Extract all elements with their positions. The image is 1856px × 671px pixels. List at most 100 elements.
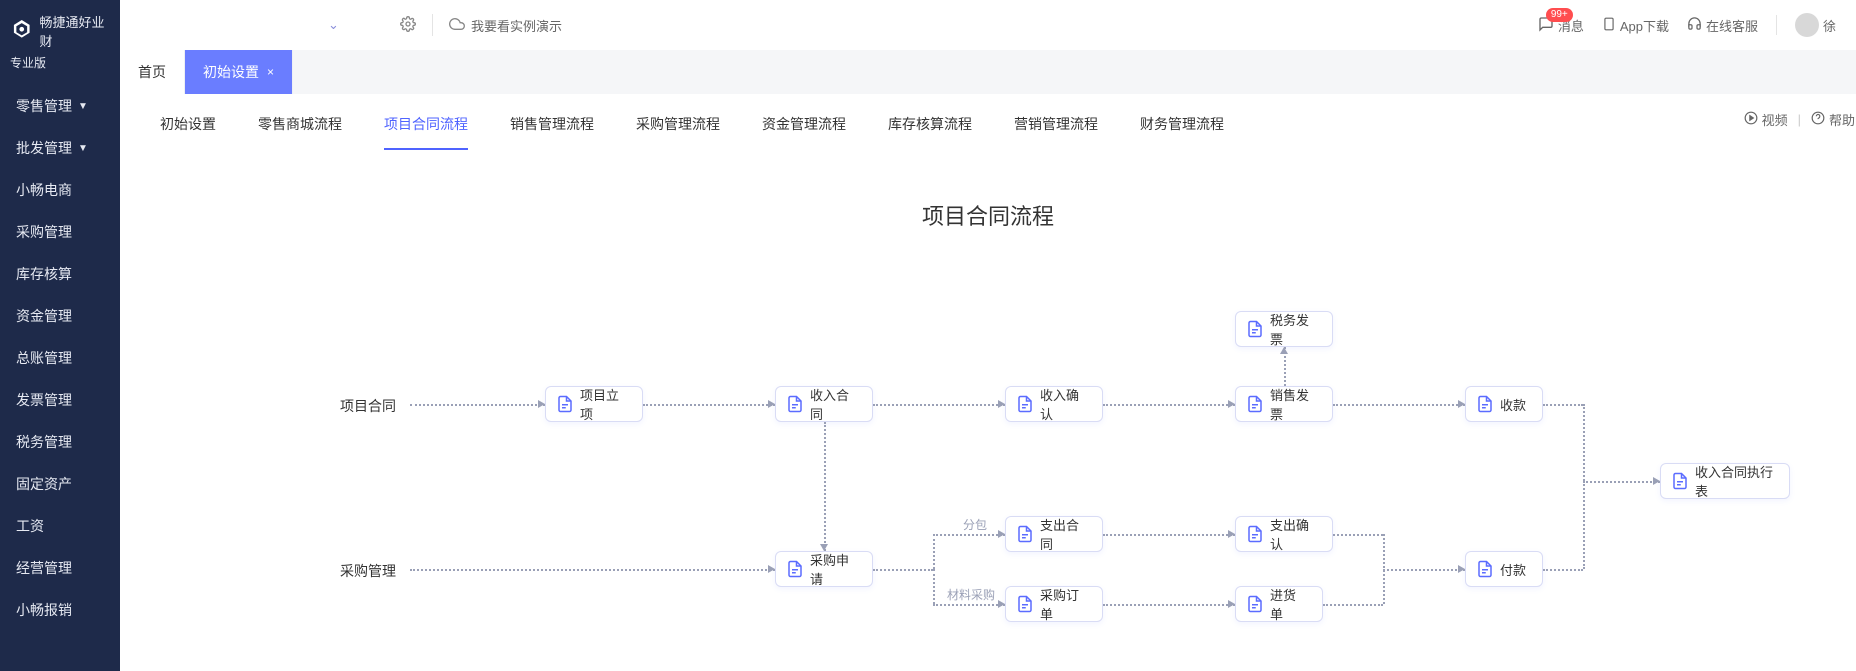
flow-edge [1583, 404, 1585, 481]
arrow-icon [1228, 400, 1235, 408]
flow-node-srht[interactable]: 收入合同 [775, 386, 873, 422]
video-label: 视频 [1762, 110, 1788, 129]
phone-icon [1602, 17, 1616, 34]
org-selector[interactable]: ⌄ [140, 17, 400, 33]
flow-node-sk[interactable]: 收款 [1465, 386, 1543, 422]
sub-tab-purchase[interactable]: 采购管理流程 [636, 114, 720, 150]
arrow-icon [768, 400, 775, 408]
sidebar-item-fund[interactable]: 资金管理 [0, 295, 120, 337]
page-tab-initial-settings[interactable]: 初始设置 × [185, 50, 293, 94]
document-icon [1016, 525, 1034, 543]
user-name: 徐 [1823, 16, 1836, 35]
video-help[interactable]: 视频 [1744, 110, 1788, 129]
flow-node-cgdd[interactable]: 采购订单 [1005, 586, 1103, 622]
help-label: 帮助 [1829, 110, 1855, 129]
sidebar-item-business[interactable]: 经营管理 [0, 547, 120, 589]
sidebar-item-expense[interactable]: 小畅报销 [0, 589, 120, 631]
arrow-icon [1228, 530, 1235, 538]
headset-icon [1687, 16, 1702, 34]
avatar [1795, 13, 1819, 37]
sub-tab-project-contract[interactable]: 项目合同流程 [384, 114, 468, 150]
flow-edge [1583, 481, 1585, 569]
sidebar-item-inventory[interactable]: 库存核算 [0, 253, 120, 295]
sub-tab-sales[interactable]: 销售管理流程 [510, 114, 594, 150]
flow-edge [933, 569, 935, 604]
flow-edge [933, 604, 1005, 606]
flow-edge [643, 404, 775, 406]
flow-node-label: 收入合同执行表 [1695, 462, 1775, 500]
sub-tab-fund[interactable]: 资金管理流程 [762, 114, 846, 150]
flow-node-cgsq[interactable]: 采购申请 [775, 551, 873, 587]
flow-edge [1383, 569, 1465, 571]
sidebar-item-ledger[interactable]: 总账管理 [0, 337, 120, 379]
chevron-down-icon: ⌄ [328, 17, 339, 33]
brand-logo-icon [10, 18, 34, 44]
sub-tab-marketing[interactable]: 营销管理流程 [1014, 114, 1098, 150]
flow-node-label: 进货单 [1270, 585, 1308, 623]
flow-node-srqr[interactable]: 收入确认 [1005, 386, 1103, 422]
user-menu[interactable]: 徐 [1795, 13, 1836, 37]
flow-node-jhd[interactable]: 进货单 [1235, 586, 1323, 622]
flow-edge-label: 分包 [963, 516, 987, 533]
support[interactable]: 在线客服 [1687, 16, 1758, 35]
flow-edge [1323, 604, 1383, 606]
arrow-icon [1458, 400, 1465, 408]
sidebar-item-label: 总账管理 [16, 348, 72, 368]
sidebar-item-invoice[interactable]: 发票管理 [0, 379, 120, 421]
sidebar-item-label: 工资 [16, 516, 44, 536]
divider [432, 14, 433, 36]
flow-edge [933, 534, 1005, 536]
flow-edge [410, 569, 775, 571]
chevron-down-icon: ▼ [78, 101, 88, 112]
sidebar-item-wholesale[interactable]: 批发管理▼ [0, 127, 120, 169]
sidebar-item-label: 税务管理 [16, 432, 72, 452]
sub-tab-initial[interactable]: 初始设置 [160, 114, 216, 150]
sidebar-item-purchase[interactable]: 采购管理 [0, 211, 120, 253]
flow-node-zcht[interactable]: 支出合同 [1005, 516, 1103, 552]
flow-node-label: 税务发票 [1270, 310, 1318, 348]
content: 视频 | 帮助 初始设置 零售商城流程 项目合同流程 销售管理流程 采购管理流程… [120, 94, 1856, 671]
brand-name: 畅捷通好业财 [40, 12, 111, 50]
flow-node-label: 支出合同 [1040, 515, 1088, 553]
messages[interactable]: 99+ 消息 [1538, 16, 1584, 35]
sidebar-item-label: 零售管理 [16, 96, 72, 116]
sub-tab-inventory[interactable]: 库存核算流程 [888, 114, 972, 150]
app-download[interactable]: App下载 [1602, 16, 1669, 35]
help-area: 视频 | 帮助 [1744, 110, 1855, 129]
flow-node-swfp[interactable]: 税务发票 [1235, 311, 1333, 347]
flow-node-fk[interactable]: 付款 [1465, 551, 1543, 587]
sub-tabs: 初始设置 零售商城流程 项目合同流程 销售管理流程 采购管理流程 资金管理流程 … [120, 94, 1856, 151]
arrow-icon [998, 600, 1005, 608]
page-tabs: 首页 初始设置 × [120, 50, 1856, 94]
close-icon[interactable]: × [267, 65, 274, 79]
sub-tab-label: 库存核算流程 [888, 116, 972, 132]
flow-node-srhtzx[interactable]: 收入合同执行表 [1660, 463, 1790, 499]
arrow-icon [998, 400, 1005, 408]
flow-edge [1543, 404, 1583, 406]
sidebar-item-ecommerce[interactable]: 小畅电商 [0, 169, 120, 211]
sidebar-item-tax[interactable]: 税务管理 [0, 421, 120, 463]
flow-node-xsfp[interactable]: 销售发票 [1235, 386, 1333, 422]
flow-node-zcqr[interactable]: 支出确认 [1235, 516, 1333, 552]
brand-edition: 专业版 [0, 54, 120, 85]
document-icon [556, 395, 574, 413]
page-tab-label: 初始设置 [203, 62, 259, 82]
demo-link[interactable]: 我要看实例演示 [449, 16, 562, 35]
page-tab-home[interactable]: 首页 [120, 50, 185, 94]
text-help[interactable]: 帮助 [1811, 110, 1855, 129]
document-icon [1476, 560, 1494, 578]
sidebar-item-salary[interactable]: 工资 [0, 505, 120, 547]
sub-tab-label: 资金管理流程 [762, 116, 846, 132]
document-icon [1671, 472, 1689, 490]
flow-node-xmlx[interactable]: 项目立项 [545, 386, 643, 422]
sidebar-item-fixed-assets[interactable]: 固定资产 [0, 463, 120, 505]
gear-icon[interactable] [400, 16, 416, 35]
sub-tab-finance[interactable]: 财务管理流程 [1140, 114, 1224, 150]
arrow-icon [1228, 600, 1235, 608]
demo-label: 我要看实例演示 [471, 16, 562, 35]
flow-title: 项目合同流程 [120, 151, 1856, 251]
flowchart: 项目合同采购管理项目立项收入合同收入确认销售发票收款税务发票采购申请支出合同支出… [120, 251, 1856, 671]
sidebar-item-retail[interactable]: 零售管理 ▼ [0, 85, 120, 127]
sidebar-item-label: 资金管理 [16, 306, 72, 326]
sub-tab-retail-mall[interactable]: 零售商城流程 [258, 114, 342, 150]
